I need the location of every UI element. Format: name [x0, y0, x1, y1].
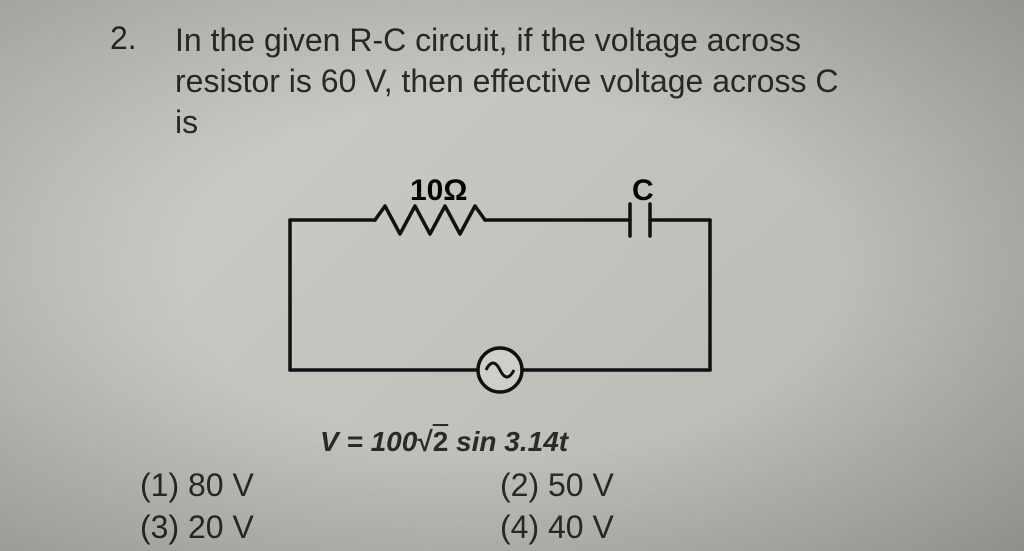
question-line-2: resistor is 60 V, then effective voltage… — [175, 63, 838, 99]
eqn-suffix: sin 3.14t — [448, 426, 568, 457]
option-2: (2) 50 V — [500, 465, 860, 507]
capacitor-label: C — [632, 174, 654, 207]
question-text: In the given R-C circuit, if the voltage… — [175, 20, 975, 143]
question-number: 2. — [110, 20, 137, 57]
options-block: (1) 80 V (2) 50 V (3) 20 V (4) 40 V — [140, 465, 940, 548]
option-3: (3) 20 V — [140, 507, 500, 549]
option-1: (1) 80 V — [140, 465, 500, 507]
wires — [290, 204, 710, 370]
eqn-prefix: V = 100 — [320, 426, 417, 457]
question-line-1: In the given R-C circuit, if the voltage… — [175, 22, 801, 58]
circuit-diagram: 10Ω C — [260, 160, 740, 420]
sqrt-radicand: 2 — [433, 426, 449, 457]
resistor-label: 10Ω — [410, 174, 467, 207]
source-equation: V = 100√2 sin 3.14t — [320, 426, 568, 458]
sqrt-symbol: √ — [417, 426, 432, 457]
question-line-3: is — [175, 104, 198, 140]
ac-source — [478, 348, 522, 392]
option-4: (4) 40 V — [500, 507, 860, 549]
circuit-svg: 10Ω C — [260, 160, 740, 420]
